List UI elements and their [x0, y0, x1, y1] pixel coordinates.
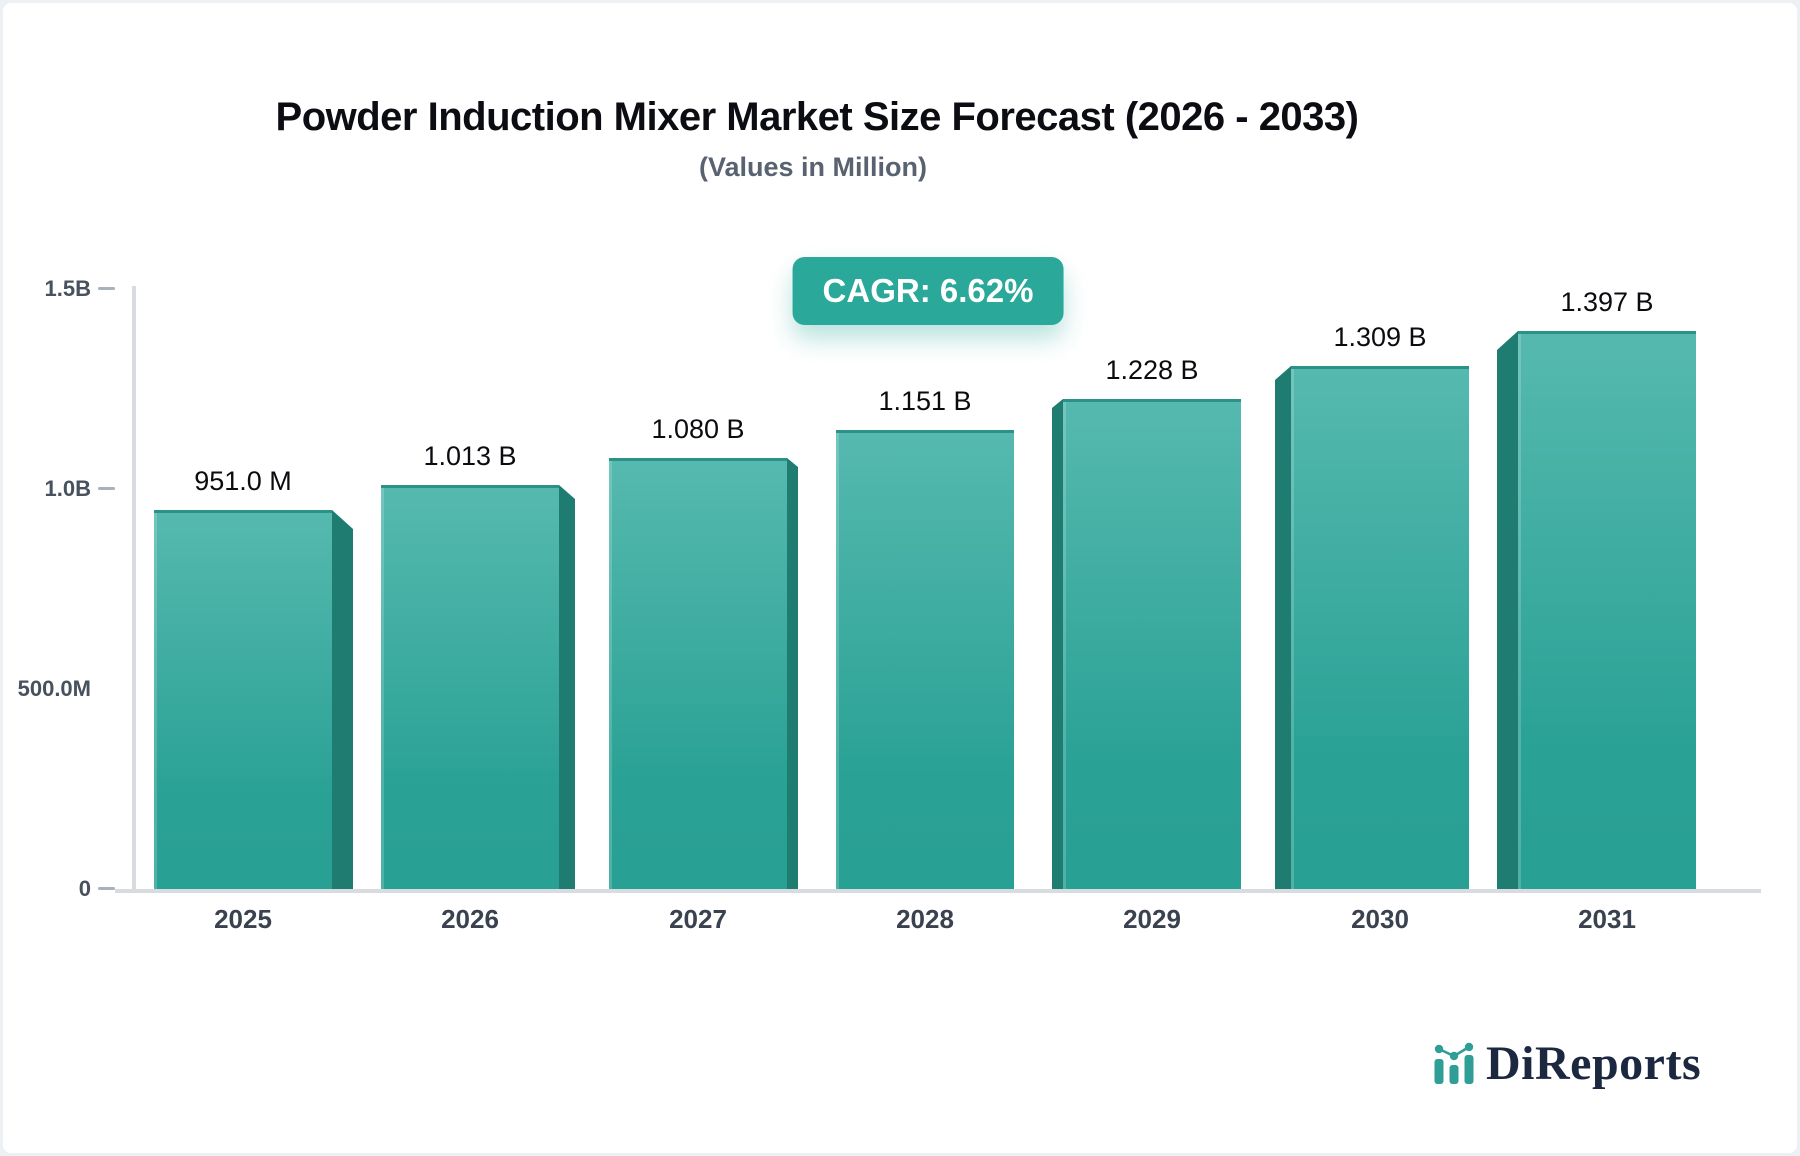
bar-2029-side-face [1052, 399, 1063, 890]
logo-text: DiReports [1486, 1037, 1702, 1090]
bar-2029-value-label: 1.228 B [1105, 355, 1199, 385]
x-axis-label-2029: 2029 [1123, 904, 1181, 934]
y-tick-label-500.0M: 500.0M [17, 676, 91, 701]
bar-2026-side-face [559, 485, 575, 890]
logo: DiReports [1433, 1037, 1702, 1090]
y-tick-dash [98, 287, 115, 290]
y-tick-label-0: 0 [78, 876, 91, 901]
bar-2031-value-label: 1.397 B [1560, 287, 1654, 317]
y-tick-dash [98, 887, 115, 890]
bar-2030[interactable] [1291, 366, 1469, 890]
bar-2027-value-label: 1.080 B [651, 414, 745, 444]
x-axis-label-2027: 2027 [669, 904, 727, 934]
bar-2029[interactable] [1063, 399, 1241, 890]
bar-2030-side-face [1275, 366, 1291, 890]
bar-2027-side-face [787, 458, 798, 890]
plot-area: 1.5B 1.0B 500.0M 0 951.0 M 2025 1.013 B 2026 1.… [3, 3, 1797, 1153]
bar-2030-value-label: 1.309 B [1333, 322, 1427, 352]
bar-2031-side-face [1497, 331, 1518, 890]
bar-2028[interactable] [836, 430, 1014, 890]
y-tick-label-1.0B: 1.0B [44, 476, 91, 501]
bar-2026-value-label: 1.013 B [423, 441, 517, 471]
x-axis-label-2031: 2031 [1578, 904, 1636, 934]
y-axis-line [132, 286, 136, 893]
bar-2025-side-face [332, 510, 353, 890]
x-axis-label-2030: 2030 [1351, 904, 1409, 934]
bar-2031[interactable] [1518, 331, 1696, 890]
x-axis-label-2025: 2025 [214, 904, 272, 934]
page-subtitle: (Values in Million) [698, 152, 928, 182]
x-axis-label-2026: 2026 [441, 904, 499, 934]
x-axis-line [115, 889, 1761, 893]
bar-chart-logo-icon [1434, 1042, 1474, 1084]
bar-2025-value-label: 951.0 M [194, 466, 292, 496]
chart-card: Powder Induction Mixer Market Size Forec… [3, 3, 1797, 1153]
bar-2026[interactable] [381, 485, 559, 890]
bar-2028-value-label: 1.151 B [878, 386, 972, 416]
x-axis-label-2028: 2028 [896, 904, 954, 934]
cagr-badge: CAGR: 6.62% [792, 257, 1064, 325]
page-title: Powder Induction Mixer Market Size Forec… [275, 95, 1359, 139]
bar-2025[interactable] [154, 510, 332, 890]
y-tick-label-1.5B: 1.5B [44, 276, 91, 301]
y-tick-dash [98, 487, 115, 490]
bar-2027[interactable] [609, 458, 787, 890]
